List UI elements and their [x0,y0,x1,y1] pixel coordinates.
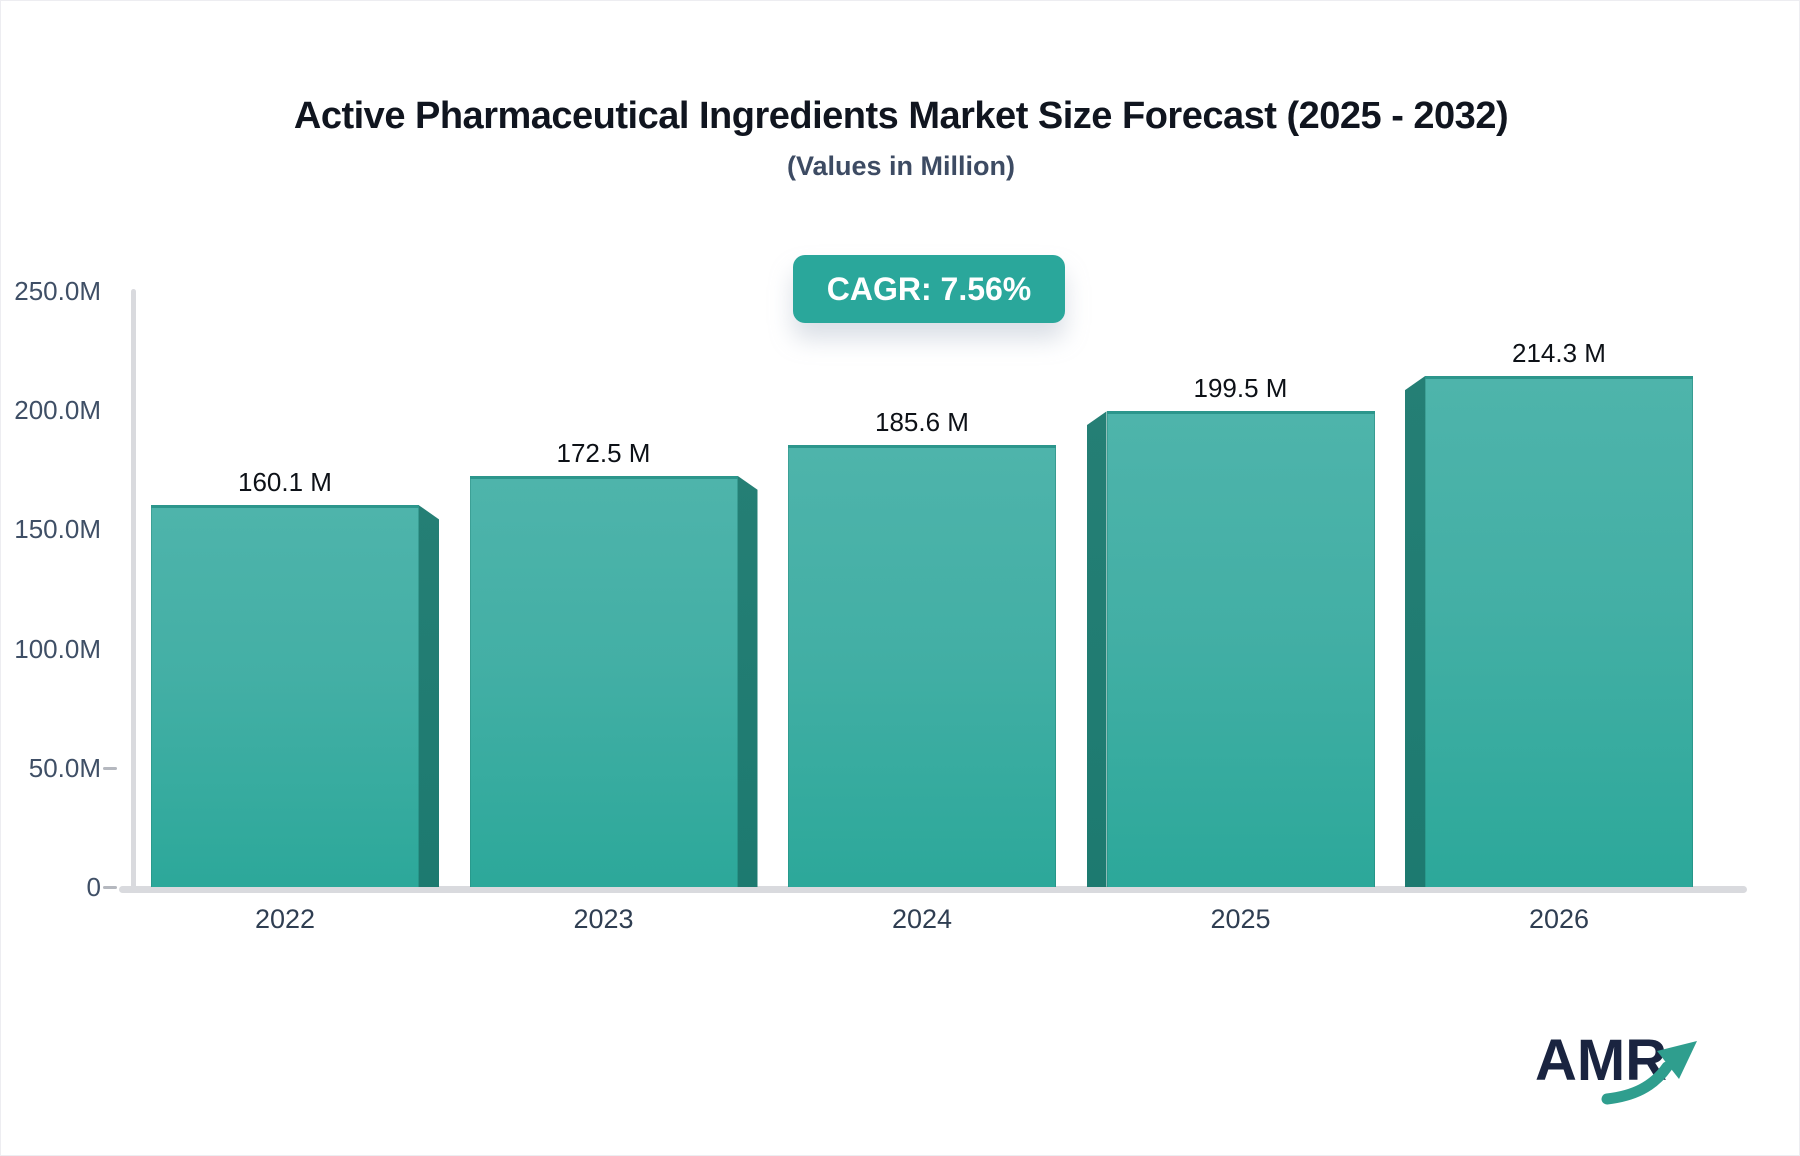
y-axis-tick-label: 250.0M [14,276,101,306]
bar-3d-side-panel [1086,411,1107,887]
bar-value-label: 172.5 M [556,437,651,468]
bar-value-label: 214.3 M [1512,338,1606,369]
bar-2024 [788,444,1056,887]
x-axis-label: 2022 [254,904,316,934]
bar-2026 [1425,376,1693,887]
bar-value-label: 185.6 M [875,406,969,437]
y-axis-tick-label: 50.0M [28,752,101,783]
x-axis-label: 2025 [1210,904,1271,934]
y-axis-tick-label: 200.0M [14,395,101,426]
bar-value-label: 160.1 M [238,467,332,498]
y-axis-tick-label: 0 [86,872,101,902]
x-axis-label: 2024 [891,904,953,934]
x-axis-label: 2026 [1528,904,1590,934]
bar-3d-side-panel [737,475,758,887]
y-axis-tick-mark [103,886,117,889]
y-axis-tick-mark [103,766,117,770]
bar-value-label: 199.5 M [1193,373,1288,404]
growth-arrow-icon [1601,1041,1697,1105]
y-axis-tick-label: 150.0M [14,514,101,545]
amr-logo-text: AMR [1535,1028,1668,1093]
bar-2022 [151,505,419,887]
x-axis-line [119,886,1747,893]
bar-3d-side-panel [419,505,439,887]
bar-2025 [1106,411,1375,887]
y-axis-tick-label: 100.0M [14,633,101,664]
y-axis-line [131,289,136,889]
amr-logo: AMR [1535,1031,1725,1121]
x-axis-label: 2023 [573,904,634,934]
chart-title: Active Pharmaceutical Ingredients Market… [293,95,1509,137]
bar-2023 [469,475,738,887]
bar-3d-side-panel [1405,376,1425,887]
cagr-badge: CAGR: 7.56% [793,255,1065,323]
chart-subtitle: (Values in Million) [786,151,1016,181]
